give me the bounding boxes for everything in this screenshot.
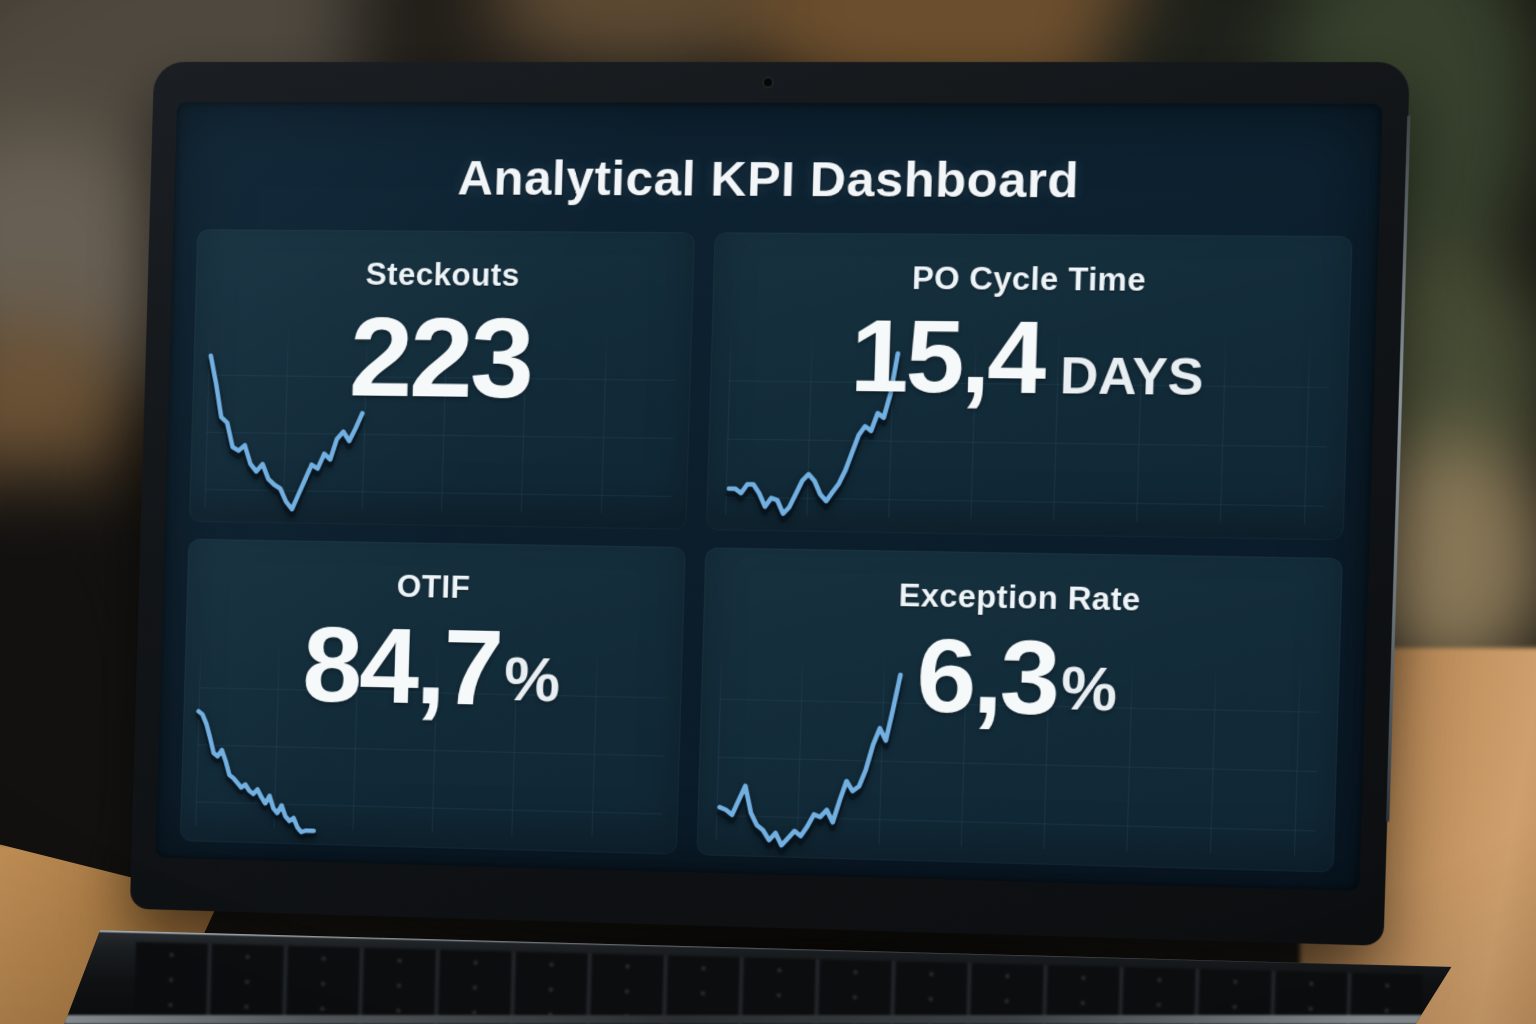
kpi-unit: % — [1060, 653, 1119, 725]
kpi-value-number: 223 — [347, 293, 533, 422]
kpi-card-po-cycle-time: PO Cycle Time 15,4 DAYS — [705, 232, 1353, 541]
page-title: Analytical KPI Dashboard — [456, 151, 1080, 209]
kpi-value: 223 — [192, 294, 692, 422]
kpi-value-number: 84,7 — [301, 605, 503, 729]
webcam-dot — [763, 78, 773, 87]
kpi-card-title: PO Cycle Time — [911, 260, 1147, 299]
kpi-card-grid: Steckouts 223 PO Cycle Time 15,4 DAYS — [170, 229, 1364, 873]
laptop-front-edge — [64, 1015, 1423, 1024]
dashboard-screen: Analytical KPI Dashboard Steckouts 223 P… — [155, 102, 1383, 891]
kpi-unit: % — [503, 644, 562, 716]
kpi-card-steckouts: Steckouts 223 — [188, 229, 695, 530]
laptop-display: Analytical KPI Dashboard Steckouts 223 P… — [129, 61, 1410, 946]
kpi-value-number: 15,4 — [848, 298, 1046, 416]
kpi-value-number: 6,3 — [914, 616, 1059, 737]
kpi-value: 6,3% — [700, 616, 1341, 737]
kpi-card-exception-rate: Exception Rate 6,3% — [695, 547, 1343, 873]
kpi-unit: DAYS — [1059, 346, 1205, 407]
kpi-value: 15,4 DAYS — [709, 299, 1350, 416]
sparkline-chart — [195, 711, 317, 832]
kpi-card-title: OTIF — [396, 568, 471, 606]
kpi-value: 84,7% — [183, 605, 683, 728]
kpi-card-title: Exception Rate — [898, 577, 1142, 618]
kpi-card-title: Steckouts — [365, 256, 521, 294]
kpi-card-otif: OTIF 84,7% — [179, 538, 686, 855]
